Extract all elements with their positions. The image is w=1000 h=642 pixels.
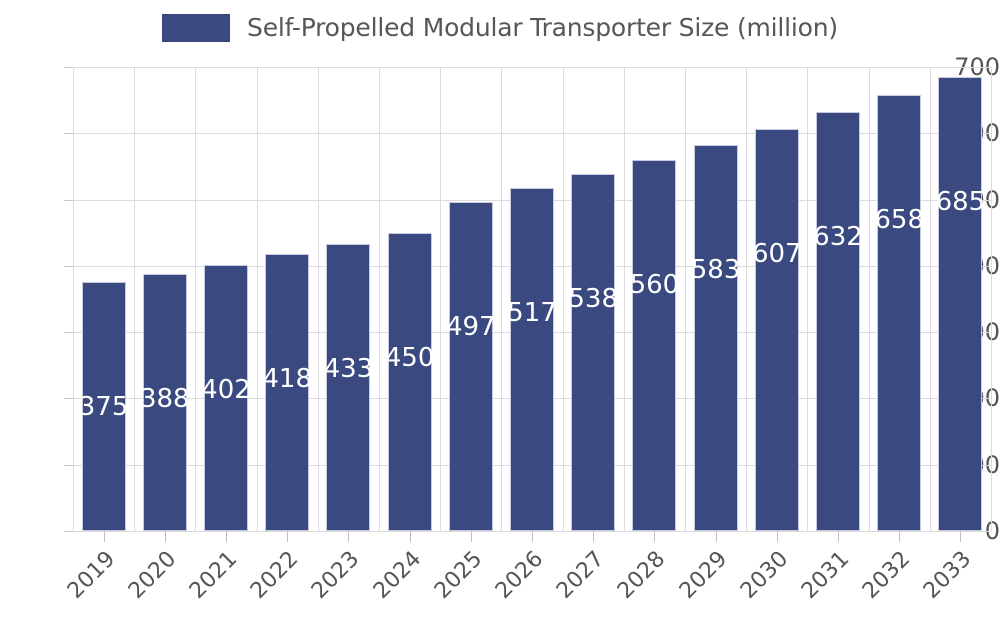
y-axis-tick-mark: [64, 531, 73, 532]
x-axis-tick-mark: [348, 531, 349, 542]
bar-value-label: 632: [813, 222, 863, 253]
y-axis-tick-mark: [64, 67, 73, 68]
y-axis-tick-mark: [64, 398, 73, 400]
gridline-vertical: [257, 67, 258, 531]
bar-value-label: 497: [445, 311, 496, 342]
x-axis-tick-mark: [593, 531, 594, 542]
bar-value-label: 560: [629, 269, 680, 300]
x-axis-tick-mark: [165, 531, 166, 542]
bar[interactable]: [632, 159, 677, 531]
bar[interactable]: [448, 201, 493, 531]
bar-value-label: 388: [139, 383, 190, 414]
bar[interactable]: [938, 76, 983, 531]
bar[interactable]: [81, 282, 126, 531]
x-axis-tick-mark: [777, 531, 778, 542]
legend-label: Self-Propelled Modular Transporter Size …: [247, 13, 838, 42]
gridline-vertical: [807, 67, 808, 531]
gridline-vertical: [73, 67, 74, 531]
x-axis-tick-mark: [899, 531, 900, 542]
plot-area: 375 388 402 418 433 450 497 517 538 560 583 607 632 6…: [73, 67, 992, 532]
x-axis-tick-mark: [471, 531, 472, 542]
gridline-vertical: [195, 67, 196, 531]
gridline-vertical: [991, 67, 992, 531]
bar-value-label: 685: [935, 186, 986, 217]
gridline-horizontal: [73, 133, 991, 135]
x-axis-tick-mark: [104, 531, 105, 542]
bar-value-label: 433: [323, 353, 374, 384]
x-axis-tick-mark: [960, 531, 961, 542]
x-axis-tick-mark: [410, 531, 411, 542]
y-axis-tick-mark: [64, 464, 73, 466]
gridline-vertical: [930, 67, 931, 531]
bar[interactable]: [265, 253, 310, 531]
bar-value-label: 418: [262, 363, 312, 394]
x-axis-tick-mark: [838, 531, 839, 542]
bar[interactable]: [571, 174, 616, 531]
bar-value-label: 375: [78, 392, 129, 423]
gridline-vertical: [624, 67, 625, 531]
x-axis-tick-mark: [532, 531, 533, 542]
bar-value-label: 607: [751, 238, 802, 269]
gridline-vertical: [746, 67, 747, 531]
gridline-vertical: [379, 67, 380, 531]
bar[interactable]: [510, 188, 554, 531]
gridline-vertical: [501, 67, 502, 531]
bar[interactable]: [816, 112, 860, 531]
gridline-vertical: [869, 67, 870, 531]
y-axis-tick-mark: [64, 332, 73, 334]
legend-color-swatch: [162, 13, 231, 42]
chart-legend: Self-Propelled Modular Transporter Size …: [0, 0, 1000, 55]
bar[interactable]: [326, 243, 371, 531]
gridline-vertical: [440, 67, 441, 531]
y-axis-tick-mark: [64, 133, 73, 135]
bar-value-label: 658: [874, 204, 924, 235]
x-axis-tick-mark: [716, 531, 717, 542]
bar-value-label: 538: [568, 284, 618, 315]
x-axis-tick-mark: [654, 531, 655, 542]
y-axis-tick-mark: [64, 265, 73, 267]
bar[interactable]: [877, 94, 922, 531]
bar-chart: Self-Propelled Modular Transporter Size …: [0, 0, 1000, 604]
bar[interactable]: [204, 264, 248, 531]
bar-value-label: 402: [201, 374, 251, 405]
gridline-vertical: [563, 67, 564, 531]
bar[interactable]: [693, 144, 738, 531]
y-axis-tick-label: 0: [984, 517, 1000, 545]
bar[interactable]: [754, 128, 799, 531]
bar-value-label: 450: [384, 342, 435, 373]
bar-value-label: 517: [507, 298, 557, 329]
x-axis-tick-mark: [226, 531, 227, 542]
gridline-horizontal: [73, 67, 991, 68]
bar[interactable]: [142, 273, 187, 531]
gridline-vertical: [318, 67, 319, 531]
gridline-vertical: [685, 67, 686, 531]
y-axis-tick-mark: [64, 199, 73, 201]
legend-entry[interactable]: Self-Propelled Modular Transporter Size …: [162, 13, 838, 42]
gridline-vertical: [134, 67, 135, 531]
bar-value-label: 583: [690, 254, 741, 285]
x-axis-tick-mark: [287, 531, 288, 542]
bar[interactable]: [387, 232, 432, 531]
